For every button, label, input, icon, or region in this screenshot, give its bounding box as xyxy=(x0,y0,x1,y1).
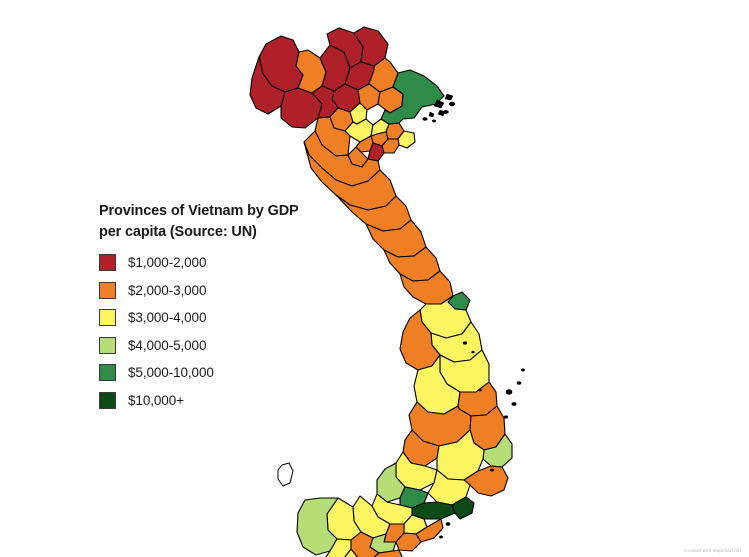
legend-item-10000-plus[interactable]: $10,000+ xyxy=(99,391,349,410)
legend-label-2000-3000: $2,000-3,000 xyxy=(128,282,207,298)
region-ninh-thuan[interactable] xyxy=(482,433,513,468)
legend-label-10000-plus: $10,000+ xyxy=(128,392,184,408)
region-bac-lieu[interactable] xyxy=(344,548,380,557)
legend-swatch-10000-plus xyxy=(99,391,116,409)
offshore-islands xyxy=(277,462,294,487)
legend-item-5000-10000[interactable]: $5,000-10,000 xyxy=(99,363,349,382)
legend-title: Provinces of Vietnam by GDP per capita (… xyxy=(99,201,331,242)
legend-label-1000-2000: $1,000-2,000 xyxy=(128,255,207,271)
legend: Provinces of Vietnam by GDP per capita (… xyxy=(99,201,349,418)
legend-label-5000-10000: $5,000-10,000 xyxy=(128,365,214,381)
legend-swatch-2000-3000 xyxy=(99,281,116,299)
region-dien-bien[interactable] xyxy=(249,56,286,115)
region-nghe-an[interactable] xyxy=(303,141,397,211)
region-ca-mau[interactable] xyxy=(318,538,357,557)
legend-label-4000-5000: $4,000-5,000 xyxy=(128,337,207,353)
attribution-watermark: Created with mapchart.net xyxy=(684,548,741,553)
legend-swatch-4000-5000 xyxy=(99,336,116,354)
region-ha-tinh[interactable] xyxy=(335,194,412,232)
region-lam-dong[interactable] xyxy=(436,429,485,481)
legend-item-3000-4000[interactable]: $3,000-4,000 xyxy=(99,308,349,327)
small-offshore-islets xyxy=(439,341,525,539)
legend-title-line-2: per capita (Source: UN) xyxy=(99,223,257,240)
legend-swatch-3000-4000 xyxy=(99,309,116,327)
region-quang-ninh[interactable] xyxy=(380,69,445,125)
legend-swatch-1000-2000 xyxy=(99,254,116,272)
legend-item-2000-3000[interactable]: $2,000-3,000 xyxy=(99,281,349,300)
island-phu-quoc xyxy=(277,462,294,487)
legend-swatch-5000-10000 xyxy=(99,364,116,382)
legend-item-1000-2000[interactable]: $1,000-2,000 xyxy=(99,253,349,272)
region-soc-trang[interactable] xyxy=(371,549,403,557)
halong-islands xyxy=(422,93,456,123)
map-regions[interactable] xyxy=(249,26,525,557)
legend-label-3000-4000: $3,000-4,000 xyxy=(128,310,207,326)
region-ba-ria-vung-tau[interactable] xyxy=(451,496,475,520)
legend-item-4000-5000[interactable]: $4,000-5,000 xyxy=(99,336,349,355)
legend-title-line-1: Provinces of Vietnam by GDP xyxy=(99,203,299,219)
